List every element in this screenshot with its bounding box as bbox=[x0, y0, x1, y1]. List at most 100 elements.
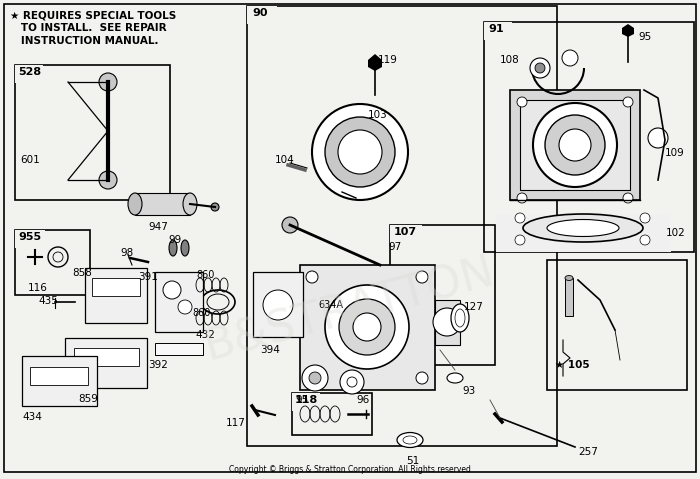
Text: ★ REQUIRES SPECIAL TOOLS
   TO INSTALL.  SEE REPAIR
   INSTRUCTION MANUAL.: ★ REQUIRES SPECIAL TOOLS TO INSTALL. SEE… bbox=[10, 10, 176, 46]
Text: 435: 435 bbox=[38, 296, 58, 306]
Text: 117: 117 bbox=[226, 418, 246, 428]
Text: 257: 257 bbox=[578, 447, 598, 457]
Text: 97: 97 bbox=[388, 242, 401, 252]
Circle shape bbox=[623, 97, 633, 107]
Bar bbox=[22, 356, 97, 406]
Text: 394: 394 bbox=[260, 345, 280, 355]
Circle shape bbox=[163, 281, 181, 299]
Bar bbox=[30, 367, 88, 385]
Bar bbox=[435, 300, 460, 345]
Bar bbox=[253, 272, 303, 337]
Circle shape bbox=[302, 365, 328, 391]
Bar bbox=[15, 65, 43, 83]
Text: B&STRATTON: B&STRATTON bbox=[200, 251, 500, 369]
Circle shape bbox=[433, 308, 461, 336]
Circle shape bbox=[306, 271, 318, 283]
Ellipse shape bbox=[451, 304, 469, 332]
Circle shape bbox=[325, 117, 395, 187]
Text: ★ 105: ★ 105 bbox=[555, 360, 589, 370]
Text: 95: 95 bbox=[295, 395, 308, 405]
Text: 103: 103 bbox=[368, 110, 388, 120]
Text: 107: 107 bbox=[394, 227, 417, 237]
Bar bbox=[15, 65, 170, 200]
Text: 860: 860 bbox=[192, 308, 211, 318]
Circle shape bbox=[515, 235, 525, 245]
Circle shape bbox=[309, 372, 321, 384]
Bar bbox=[15, 230, 45, 248]
Bar bbox=[155, 343, 203, 355]
Text: 93: 93 bbox=[462, 386, 475, 396]
Text: 119: 119 bbox=[378, 55, 398, 65]
Polygon shape bbox=[622, 24, 634, 37]
Bar bbox=[390, 225, 495, 365]
Circle shape bbox=[545, 115, 605, 175]
Bar bbox=[292, 393, 320, 411]
Ellipse shape bbox=[565, 275, 573, 281]
Ellipse shape bbox=[397, 433, 423, 447]
Bar bbox=[484, 22, 512, 40]
Circle shape bbox=[535, 63, 545, 73]
Circle shape bbox=[353, 313, 381, 341]
Bar bbox=[74, 348, 139, 366]
Circle shape bbox=[517, 97, 527, 107]
Circle shape bbox=[340, 370, 364, 394]
Text: 955: 955 bbox=[18, 232, 41, 242]
Bar bbox=[565, 278, 573, 316]
Circle shape bbox=[515, 213, 525, 223]
Circle shape bbox=[99, 73, 117, 91]
Text: 99: 99 bbox=[168, 235, 181, 245]
Circle shape bbox=[562, 50, 578, 66]
Circle shape bbox=[559, 129, 591, 161]
Text: 601: 601 bbox=[20, 155, 40, 165]
Bar bbox=[510, 90, 640, 200]
Text: 127: 127 bbox=[464, 302, 484, 312]
Ellipse shape bbox=[169, 240, 177, 256]
Text: 858: 858 bbox=[72, 268, 92, 278]
Text: 634A: 634A bbox=[318, 300, 343, 310]
Circle shape bbox=[306, 372, 318, 384]
Ellipse shape bbox=[523, 214, 643, 242]
Ellipse shape bbox=[547, 219, 619, 237]
Circle shape bbox=[312, 104, 408, 200]
Bar bbox=[390, 225, 422, 243]
Bar bbox=[520, 100, 630, 190]
Circle shape bbox=[416, 271, 428, 283]
Text: 90: 90 bbox=[252, 8, 267, 18]
Circle shape bbox=[640, 235, 650, 245]
Text: 104: 104 bbox=[275, 155, 295, 165]
Text: 528: 528 bbox=[18, 67, 41, 77]
Circle shape bbox=[211, 203, 219, 211]
Circle shape bbox=[533, 103, 617, 187]
Bar bbox=[292, 393, 372, 435]
Text: 108: 108 bbox=[500, 55, 519, 65]
Text: 91: 91 bbox=[488, 24, 503, 34]
Circle shape bbox=[648, 128, 668, 148]
Circle shape bbox=[178, 300, 192, 314]
Circle shape bbox=[530, 58, 550, 78]
Bar bbox=[247, 6, 277, 24]
Bar bbox=[155, 272, 203, 332]
Text: 392: 392 bbox=[148, 360, 168, 370]
Text: 51: 51 bbox=[406, 456, 419, 466]
Text: 859: 859 bbox=[78, 394, 98, 404]
Circle shape bbox=[339, 299, 395, 355]
Bar bbox=[92, 278, 140, 296]
Text: 947: 947 bbox=[148, 222, 168, 232]
Ellipse shape bbox=[128, 193, 142, 215]
Text: 95: 95 bbox=[638, 32, 651, 42]
Text: 98: 98 bbox=[120, 248, 133, 258]
Text: 109: 109 bbox=[665, 148, 685, 158]
Circle shape bbox=[517, 193, 527, 203]
Text: 391: 391 bbox=[138, 272, 158, 282]
Bar bbox=[496, 215, 671, 252]
Ellipse shape bbox=[183, 193, 197, 215]
Text: 432: 432 bbox=[195, 330, 215, 340]
Circle shape bbox=[99, 171, 117, 189]
Polygon shape bbox=[368, 54, 382, 71]
Bar bbox=[484, 22, 694, 252]
Text: Copyright © Briggs & Stratton Corporation. All Rights reserved: Copyright © Briggs & Stratton Corporatio… bbox=[229, 466, 471, 475]
Circle shape bbox=[416, 372, 428, 384]
Circle shape bbox=[282, 217, 298, 233]
Bar bbox=[247, 6, 557, 446]
Ellipse shape bbox=[181, 240, 189, 256]
